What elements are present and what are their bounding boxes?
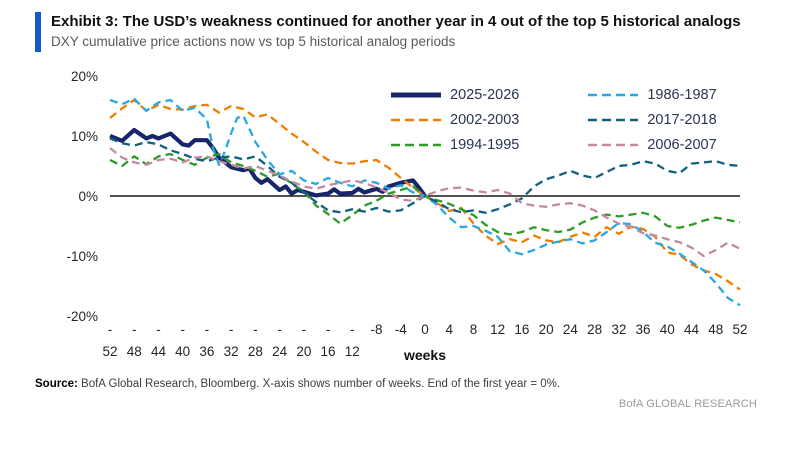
series-line-2002-2003	[109, 98, 741, 291]
x-tick-label: -	[350, 322, 355, 337]
legend-swatch-2002-2003	[391, 118, 441, 121]
legend-label: 2002-2003	[450, 111, 520, 128]
exhibit-subtitle: DXY cumulative price actions now vs top …	[51, 34, 456, 50]
legend-column-right: 1986-1987 2017-2018 2006-2007	[587, 82, 717, 157]
x-tick-label: 52	[102, 344, 117, 359]
source-line: Source: BofA Global Research, Bloomberg.…	[35, 378, 767, 390]
x-tick-label: -	[156, 322, 161, 337]
x-tick-label: -	[108, 322, 113, 337]
x-tick-label: 12	[345, 344, 360, 359]
legend-item-1986-1987: 1986-1987	[587, 82, 717, 107]
series-line-1986-1987	[109, 97, 741, 307]
x-tick-label: -	[302, 322, 307, 337]
x-tick-label: 8	[470, 322, 478, 337]
x-tick-label: -	[132, 322, 137, 337]
x-tick-label: -	[180, 322, 185, 337]
x-tick-label: 52	[732, 322, 747, 337]
x-tick-label: -8	[371, 322, 383, 337]
x-tick-label: 36	[199, 344, 214, 359]
series-line-2006-2007	[109, 147, 741, 258]
legend-swatch-1986-1987	[588, 93, 639, 96]
x-tick-label: 44	[684, 322, 700, 337]
x-tick-label: 40	[660, 322, 675, 337]
legend-item-2002-2003: 2002-2003	[390, 107, 519, 132]
x-tick-label: 36	[636, 322, 651, 337]
x-tick-label: 48	[708, 322, 723, 337]
legend-swatch-2017-2018	[588, 118, 639, 121]
x-tick-label: 0	[421, 322, 429, 337]
x-tick-label: -4	[395, 322, 407, 337]
x-tick-label: 4	[445, 322, 453, 337]
y-tick-label: -10%	[66, 249, 98, 264]
dxy-line-chart: 20%10%0%-10%-20%-52-48-44-40-36-32-28-24…	[66, 69, 747, 363]
x-tick-label: 32	[611, 322, 626, 337]
x-tick-label: -	[277, 322, 282, 337]
x-tick-label: 20	[296, 344, 311, 359]
y-tick-label: 10%	[71, 129, 98, 144]
legend-label: 2006-2007	[647, 136, 717, 153]
y-tick-label: 20%	[71, 69, 98, 84]
legend-item-2006-2007: 2006-2007	[587, 132, 717, 157]
legend-swatch-2025-2026	[391, 92, 441, 98]
x-tick-label: 28	[248, 344, 263, 359]
chart-legend: 2025-2026 2002-2003 1994-1995 1986-1987 201…	[390, 82, 717, 157]
source-label: Source:	[35, 378, 78, 391]
x-tick-label: 16	[514, 322, 529, 337]
x-axis-title: weeks	[403, 347, 446, 363]
y-tick-label: 0%	[78, 189, 98, 204]
x-tick-label: 44	[151, 344, 167, 359]
brand-text: BofA GLOBAL RESEARCH	[618, 398, 757, 411]
legend-label: 2017-2018	[647, 111, 717, 128]
legend-item-1994-1995: 1994-1995	[390, 132, 519, 157]
legend-column-left: 2025-2026 2002-2003 1994-1995	[390, 82, 519, 157]
x-tick-label: 32	[224, 344, 239, 359]
x-tick-label: 28	[587, 322, 602, 337]
accent-bar	[35, 12, 41, 53]
legend-swatch-2006-2007	[588, 143, 639, 146]
legend-label: 1986-1987	[647, 86, 717, 103]
exhibit-title: Exhibit 3: The USD’s weakness continued …	[51, 13, 741, 30]
x-tick-label: -	[326, 322, 331, 337]
legend-label: 2025-2026	[450, 86, 520, 103]
source-text: BofA Global Research, Bloomberg. X-axis …	[77, 378, 561, 391]
legend-label: 1994-1995	[450, 136, 520, 153]
x-tick-label: 24	[272, 344, 288, 359]
exhibit-header: Exhibit 3: The USD’s weakness continued …	[35, 12, 767, 53]
x-tick-label: 20	[539, 322, 554, 337]
legend-item-2025-2026: 2025-2026	[390, 82, 519, 107]
y-tick-label: -20%	[66, 309, 98, 324]
x-tick-label: 48	[127, 344, 142, 359]
x-tick-label: -	[205, 322, 210, 337]
chart-area: 20% 10% 0% -10% -20% -52-48-44-40-36-32-28-24…	[34, 64, 778, 376]
series-line-2025-2026	[109, 128, 427, 198]
x-tick-label: -	[253, 322, 258, 337]
x-tick-label: 24	[563, 322, 579, 337]
x-tick-label: 12	[490, 322, 505, 337]
legend-item-2017-2018: 2017-2018	[587, 107, 717, 132]
x-tick-label: 16	[321, 344, 336, 359]
x-tick-label: 40	[175, 344, 190, 359]
x-tick-label: -	[229, 322, 234, 337]
series-line-2017-2018	[109, 137, 741, 215]
legend-swatch-1994-1995	[391, 143, 441, 146]
